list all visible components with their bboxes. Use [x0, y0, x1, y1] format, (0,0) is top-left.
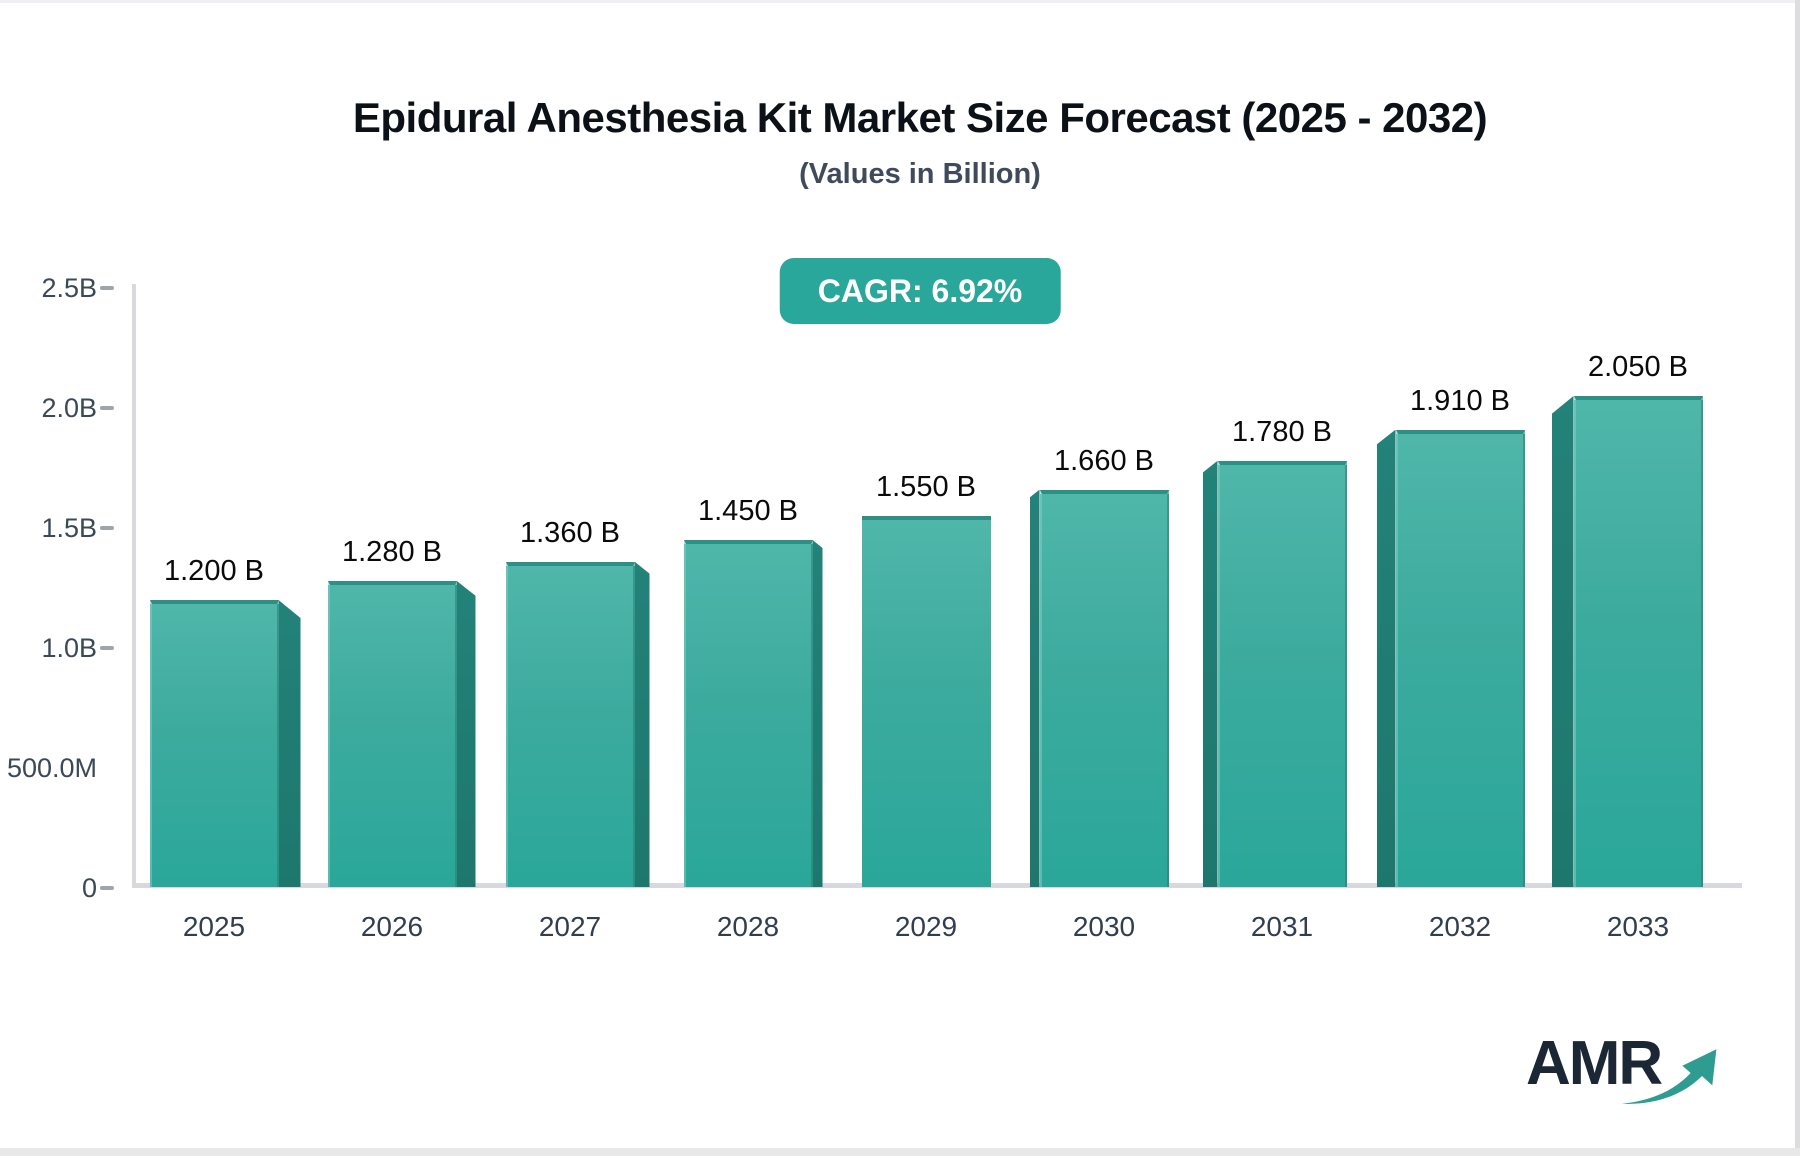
x-axis-label-2027: 2027 [538, 911, 602, 942]
bar-value-label-2027: 1.360 B [520, 516, 620, 549]
y-axis-tick-mark [100, 646, 114, 650]
bar-2031[interactable] [1202, 460, 1362, 887]
window-top-border [0, 0, 1800, 3]
y-axis-tick-mark [100, 886, 114, 890]
bar-2032[interactable] [1376, 429, 1544, 887]
x-axis-label-2030: 2030 [1072, 911, 1136, 942]
chart-title: Epidural Anesthesia Kit Market Size Fore… [352, 94, 1488, 141]
bar-front-face [1217, 460, 1347, 887]
chart-header: Epidural Anesthesia Kit Market Size Fore… [40, 92, 1800, 192]
x-axis-label-2033: 2033 [1606, 911, 1670, 942]
x-axis-label-2029: 2029 [894, 911, 958, 942]
bar-front-face [505, 561, 635, 887]
y-axis-tick-label: 1.0B [41, 633, 97, 663]
window-right-border [1795, 0, 1800, 1156]
bar-side-face [1029, 489, 1040, 887]
bar-2028[interactable] [674, 540, 823, 887]
bar-value-label-2029: 1.550 B [876, 471, 976, 503]
window-bottom-border [0, 1148, 1800, 1156]
x-axis-label-2026: 2026 [360, 911, 424, 942]
amr-logo: AMR [1526, 1032, 1726, 1116]
x-axis-label-2025: 2025 [182, 911, 246, 942]
bar-front-face [1395, 429, 1525, 887]
y-axis-tick-label: 1.5B [41, 513, 97, 543]
bar-side-face [456, 580, 476, 887]
bar-value-label-2026: 1.280 B [342, 535, 442, 568]
bar-front-face [683, 540, 813, 887]
bar-2025[interactable] [128, 600, 301, 887]
y-axis-tick-label: 500.0M [6, 753, 97, 783]
bar-value-label-2028: 1.450 B [698, 495, 798, 527]
y-axis-tick-mark [100, 526, 114, 530]
bar-2029[interactable] [861, 516, 991, 887]
bar-front-face [1039, 489, 1169, 887]
bar-front-face [327, 580, 457, 887]
amr-logo-text: AMR [1526, 1029, 1663, 1098]
y-axis-tick-label: 2.5B [41, 273, 97, 303]
x-axis-label-2028: 2028 [716, 911, 780, 942]
bar-value-label-2033: 2.050 B [1588, 351, 1688, 383]
y-axis-line [132, 284, 136, 888]
bar-side-face [1202, 460, 1218, 887]
bar-value-label-2025: 1.200 B [164, 555, 264, 587]
y-axis-tick-mark [100, 406, 114, 410]
bar-2030[interactable] [1029, 489, 1179, 887]
chart-subtitle: (Values in Billion) [799, 158, 1041, 190]
x-axis-label-2031: 2031 [1250, 911, 1314, 942]
bar-front-face [1573, 396, 1703, 887]
cagr-badge: CAGR: 6.92% [779, 258, 1061, 324]
bar-2033[interactable] [1551, 396, 1725, 887]
bar-front-face [861, 516, 991, 887]
y-axis-tick-mark [100, 286, 114, 290]
bar-2026[interactable] [309, 580, 476, 887]
bar-side-face [1376, 429, 1396, 887]
bar-side-face [812, 540, 823, 887]
bar-value-label-2032: 1.910 B [1410, 384, 1510, 417]
bar-2027[interactable] [491, 561, 650, 887]
growth-arrow-icon [1621, 1049, 1717, 1104]
bar-side-face [1551, 396, 1574, 887]
bar-front-face [149, 600, 279, 887]
y-axis-tick-label: 2.0B [41, 393, 97, 423]
bar-side-face [634, 561, 650, 887]
bar-value-label-2030: 1.660 B [1054, 444, 1154, 477]
x-axis-label-2032: 2032 [1428, 911, 1492, 942]
y-axis-tick-label: 0 [81, 873, 97, 903]
bar-side-face [278, 600, 301, 887]
bar-value-label-2031: 1.780 B [1232, 415, 1332, 448]
